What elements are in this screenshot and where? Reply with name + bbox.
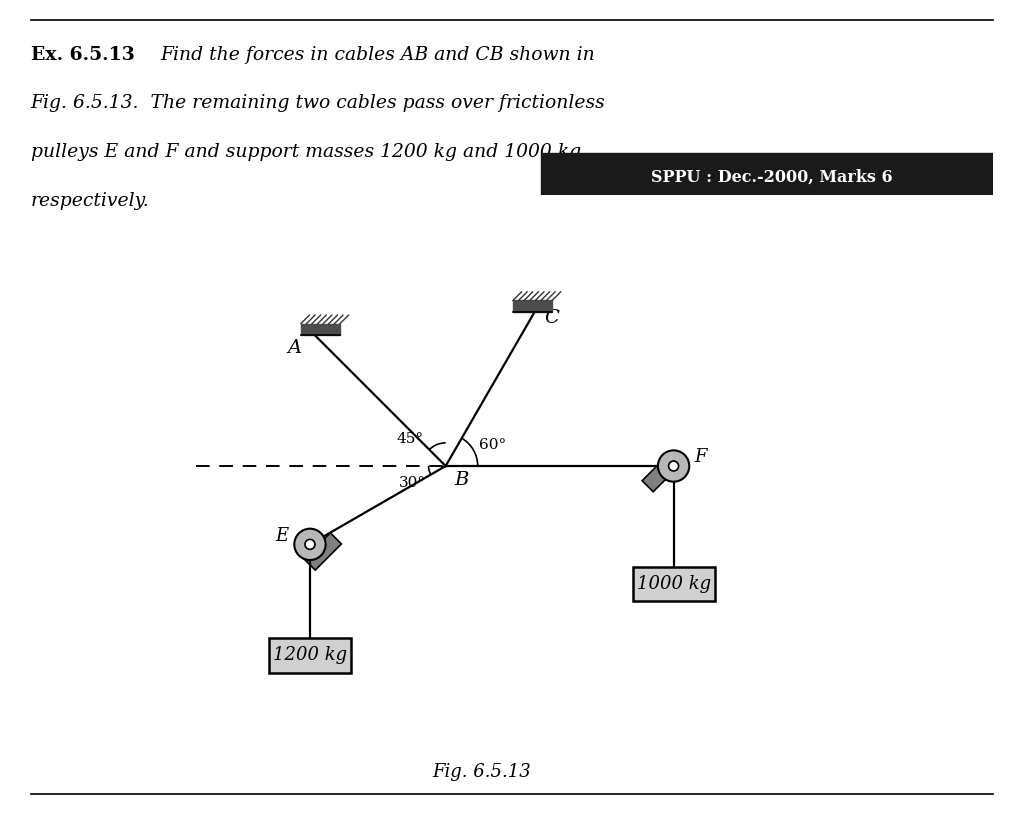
Text: B: B — [455, 471, 469, 489]
Text: 1000 kg: 1000 kg — [637, 575, 711, 593]
Text: pulleys E and F and support masses 1200 kg and 1000 kg: pulleys E and F and support masses 1200 … — [31, 143, 581, 161]
Circle shape — [669, 461, 679, 471]
Text: 45°: 45° — [396, 432, 424, 446]
Text: 1200 kg: 1200 kg — [273, 646, 347, 664]
Circle shape — [294, 529, 326, 560]
FancyBboxPatch shape — [541, 153, 1002, 202]
FancyBboxPatch shape — [633, 567, 715, 602]
Text: 60°: 60° — [479, 438, 506, 452]
Text: F: F — [694, 449, 707, 466]
Polygon shape — [513, 300, 552, 312]
Circle shape — [305, 540, 315, 549]
Text: Fig. 6.5.13.  The remaining two cables pass over frictionless: Fig. 6.5.13. The remaining two cables pa… — [31, 94, 605, 112]
Text: A: A — [288, 339, 302, 357]
Text: SPPU : Dec.-2000, Marks 6: SPPU : Dec.-2000, Marks 6 — [651, 169, 893, 186]
Polygon shape — [301, 324, 340, 335]
Text: 30°: 30° — [398, 476, 426, 490]
Circle shape — [657, 450, 689, 482]
Polygon shape — [642, 454, 679, 492]
Text: E: E — [274, 527, 288, 545]
FancyBboxPatch shape — [269, 638, 351, 672]
Text: Find the forces in cables AB and CB shown in: Find the forces in cables AB and CB show… — [161, 46, 595, 63]
Text: respectively.: respectively. — [31, 192, 150, 210]
Polygon shape — [304, 533, 341, 570]
Text: Ex. 6.5.13: Ex. 6.5.13 — [31, 46, 134, 63]
Text: Fig. 6.5.13: Fig. 6.5.13 — [432, 763, 530, 781]
Text: C: C — [545, 309, 559, 326]
